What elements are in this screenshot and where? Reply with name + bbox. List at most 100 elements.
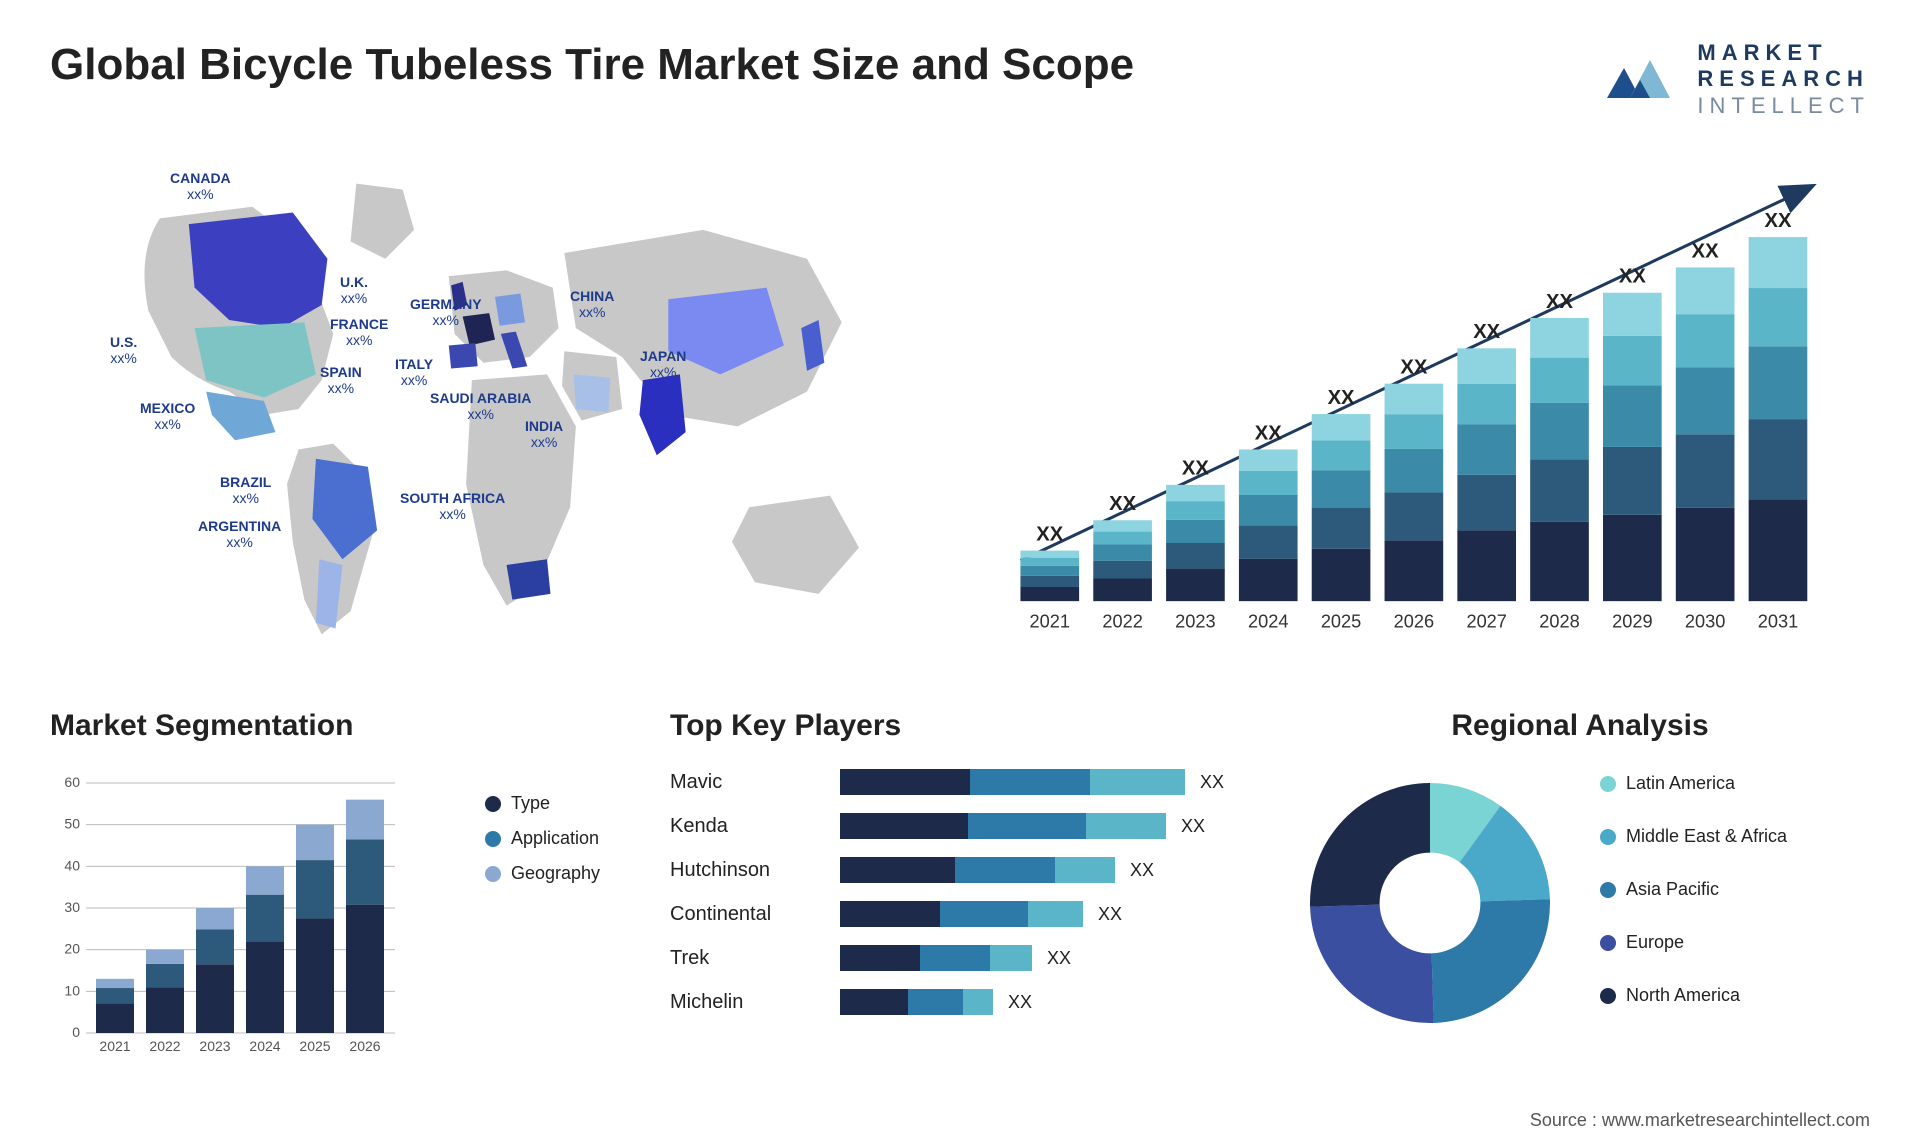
growth-chart: XX2021XX2022XX2023XX2024XX2025XX2026XX20… [980,149,1870,669]
players-title: Top Key Players [670,709,1250,743]
segmentation-panel: Market Segmentation 0 10 20 30 40 50 60 2021 202… [50,709,630,1089]
map-label-china: CHINAxx% [570,289,614,320]
seg-legend-item: Geography [485,863,600,884]
player-label: Kenda [670,813,820,839]
svg-text:XX: XX [1619,266,1646,288]
map-india [639,375,685,456]
svg-text:2021: 2021 [1030,612,1070,632]
svg-text:XX: XX [1255,423,1282,445]
svg-text:XX: XX [1036,524,1063,546]
map-germany [495,294,525,326]
player-bars: XX XX XX XX XX XX [840,763,1250,1015]
player-value: XX [1098,904,1122,925]
svg-text:XX: XX [1400,357,1427,379]
player-bar-row: XX [840,769,1250,795]
map-label-germany: GERMANYxx% [410,297,482,328]
regional-legend-item: Europe [1600,932,1787,953]
player-value: XX [1200,772,1224,793]
regional-legend-item: Latin America [1600,773,1787,794]
player-label: Trek [670,945,820,971]
map-label-mexico: MEXICOxx% [140,401,195,432]
logo-line2: RESEARCH [1697,66,1870,92]
player-labels: Mavic Kenda Hutchinson Continental Trek Miche… [670,763,820,1015]
regional-donut [1290,763,1570,1043]
seg-legend-item: Application [485,828,600,849]
player-value: XX [1047,948,1071,969]
map-label-spain: SPAINxx% [320,365,362,396]
player-bar-row: XX [840,945,1250,971]
player-value: XX [1130,860,1154,881]
regional-legend-item: Asia Pacific [1600,879,1787,900]
map-label-argentina: ARGENTINAxx% [198,519,281,550]
svg-text:10: 10 [64,983,80,999]
svg-text:2023: 2023 [199,1038,230,1054]
svg-text:2026: 2026 [349,1038,380,1054]
players-panel: Top Key Players Mavic Kenda Hutchinson Cont… [670,709,1250,1089]
svg-text:2031: 2031 [1758,612,1798,632]
svg-text:XX: XX [1473,321,1500,343]
svg-text:XX: XX [1764,210,1791,232]
svg-text:XX: XX [1182,458,1209,480]
player-bar-row: XX [840,857,1250,883]
svg-text:2026: 2026 [1394,612,1434,632]
map-label-brazil: BRAZILxx% [220,475,271,506]
regional-legend: Latin America Middle East & Africa Asia Pa… [1600,763,1787,1020]
svg-text:2023: 2023 [1175,612,1215,632]
map-label-us: U.S.xx% [110,335,137,366]
player-bar-row: XX [840,901,1250,927]
svg-text:50: 50 [64,816,80,832]
growth-chart-panel: XX2021XX2022XX2023XX2024XX2025XX2026XX20… [980,149,1870,669]
svg-text:XX: XX [1328,387,1355,409]
regional-title: Regional Analysis [1290,709,1870,743]
regional-panel: Regional Analysis Latin America Middle Ea… [1290,709,1870,1089]
source-attribution: Source : www.marketresearchintellect.com [1530,1110,1870,1131]
world-map-panel: CANADAxx% U.S.xx% MEXICOxx% BRAZILxx% ARGENT… [50,149,940,669]
svg-text:0: 0 [72,1024,80,1040]
logo-line3: INTELLECT [1697,93,1870,119]
map-label-canada: CANADAxx% [170,171,231,202]
player-label: Michelin [670,989,820,1015]
segmentation-legend: Type Application Geography [485,793,600,898]
logo-line1: MARKET [1697,40,1870,66]
svg-text:2030: 2030 [1685,612,1725,632]
svg-text:XX: XX [1692,240,1719,262]
svg-text:2021: 2021 [99,1038,130,1054]
svg-text:2029: 2029 [1612,612,1652,632]
logo-icon [1602,50,1682,110]
seg-legend-item: Type [485,793,600,814]
map-label-japan: JAPANxx% [640,349,686,380]
svg-text:2025: 2025 [299,1038,330,1054]
player-label: Continental [670,901,820,927]
player-bar-row: XX [840,813,1250,839]
svg-text:XX: XX [1546,291,1573,313]
player-label: Mavic [670,769,820,795]
svg-text:2024: 2024 [1248,612,1288,632]
map-label-uk: U.K.xx% [340,275,368,306]
player-value: XX [1181,816,1205,837]
svg-text:30: 30 [64,899,80,915]
page-title: Global Bicycle Tubeless Tire Market Size… [50,40,1134,90]
svg-text:2028: 2028 [1539,612,1579,632]
map-label-southafrica: SOUTH AFRICAxx% [400,491,505,522]
regional-legend-item: North America [1600,985,1787,1006]
map-spain [449,343,478,368]
brand-logo: MARKET RESEARCH INTELLECT [1602,40,1870,119]
svg-text:20: 20 [64,941,80,957]
svg-text:2027: 2027 [1466,612,1506,632]
svg-text:2022: 2022 [149,1038,180,1054]
map-label-france: FRANCExx% [330,317,388,348]
segmentation-title: Market Segmentation [50,709,630,743]
svg-text:2025: 2025 [1321,612,1361,632]
player-label: Hutchinson [670,857,820,883]
player-bar-row: XX [840,989,1250,1015]
segmentation-chart: 0 10 20 30 40 50 60 2021 2022 2023 2024 2025 2026 [50,763,410,1063]
map-label-italy: ITALYxx% [395,357,433,388]
svg-text:2024: 2024 [249,1038,280,1054]
player-value: XX [1008,992,1032,1013]
regional-legend-item: Middle East & Africa [1600,826,1787,847]
map-label-saudiarabia: SAUDI ARABIAxx% [430,391,531,422]
svg-text:40: 40 [64,858,80,874]
svg-text:60: 60 [64,774,80,790]
map-safrica [507,559,551,599]
map-label-india: INDIAxx% [525,419,563,450]
